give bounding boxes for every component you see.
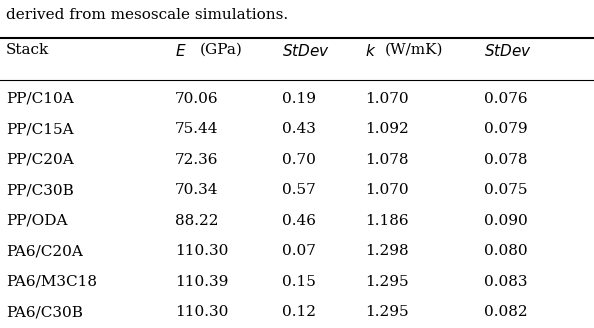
Text: 70.06: 70.06 (175, 92, 219, 106)
Text: 0.078: 0.078 (484, 153, 527, 167)
Text: 1.092: 1.092 (365, 122, 409, 136)
Text: PP/C20A: PP/C20A (6, 153, 74, 167)
Text: 110.30: 110.30 (175, 305, 229, 319)
Text: 0.70: 0.70 (282, 153, 316, 167)
Text: (GPa): (GPa) (200, 43, 243, 57)
Text: $\mathit{StDev}$: $\mathit{StDev}$ (484, 43, 532, 59)
Text: (W/mK): (W/mK) (384, 43, 443, 57)
Text: 1.295: 1.295 (365, 305, 409, 319)
Text: 72.36: 72.36 (175, 153, 219, 167)
Text: 0.07: 0.07 (282, 244, 316, 258)
Text: PP/C30B: PP/C30B (6, 183, 74, 197)
Text: 1.078: 1.078 (365, 153, 409, 167)
Text: PP/C10A: PP/C10A (6, 92, 74, 106)
Text: 0.076: 0.076 (484, 92, 527, 106)
Text: 1.186: 1.186 (365, 214, 409, 228)
Text: 0.19: 0.19 (282, 92, 316, 106)
Text: 75.44: 75.44 (175, 122, 219, 136)
Text: $\mathit{StDev}$: $\mathit{StDev}$ (282, 43, 330, 59)
Text: 70.34: 70.34 (175, 183, 219, 197)
Text: 0.12: 0.12 (282, 305, 316, 319)
Text: 0.46: 0.46 (282, 214, 316, 228)
Text: derived from mesoscale simulations.: derived from mesoscale simulations. (6, 8, 288, 22)
Text: 1.070: 1.070 (365, 92, 409, 106)
Text: 0.090: 0.090 (484, 214, 528, 228)
Text: $E$: $E$ (175, 43, 187, 59)
Text: 1.295: 1.295 (365, 275, 409, 289)
Text: Stack: Stack (6, 43, 49, 57)
Text: 0.080: 0.080 (484, 244, 527, 258)
Text: 88.22: 88.22 (175, 214, 219, 228)
Text: 110.30: 110.30 (175, 244, 229, 258)
Text: PA6/C20A: PA6/C20A (6, 244, 83, 258)
Text: 0.075: 0.075 (484, 183, 527, 197)
Text: 0.15: 0.15 (282, 275, 316, 289)
Text: $k$: $k$ (365, 43, 377, 59)
Text: 1.298: 1.298 (365, 244, 409, 258)
Text: PA6/M3C18: PA6/M3C18 (6, 275, 97, 289)
Text: 0.083: 0.083 (484, 275, 527, 289)
Text: 0.082: 0.082 (484, 305, 527, 319)
Text: 0.57: 0.57 (282, 183, 316, 197)
Text: PP/ODA: PP/ODA (6, 214, 68, 228)
Text: PA6/C30B: PA6/C30B (6, 305, 83, 319)
Text: 0.079: 0.079 (484, 122, 527, 136)
Text: 110.39: 110.39 (175, 275, 229, 289)
Text: 0.43: 0.43 (282, 122, 316, 136)
Text: 1.070: 1.070 (365, 183, 409, 197)
Text: PP/C15A: PP/C15A (6, 122, 74, 136)
